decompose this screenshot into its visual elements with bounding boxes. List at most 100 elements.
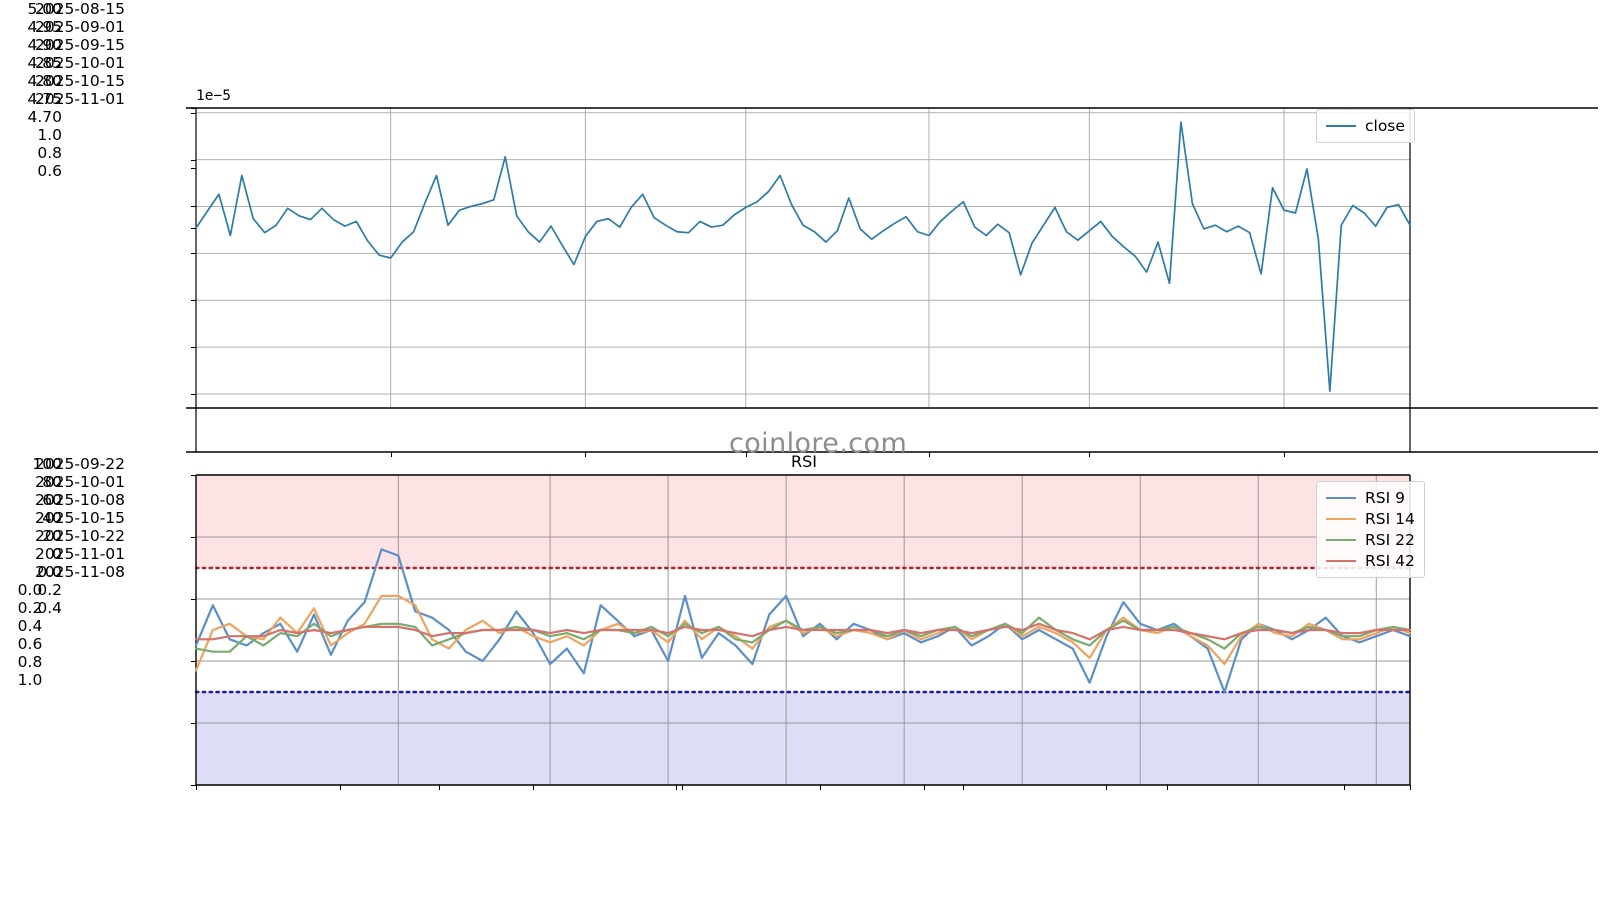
price-ytick-mark	[191, 159, 196, 161]
rsi-ytick-mark	[191, 599, 196, 600]
rsi-legend-item[interactable]: RSI 42	[1326, 550, 1415, 571]
rsi-x-axis-ticks: 2025-09-22 2025-10-01 2025-10-08 2025-10-15…	[0, 455, 1411, 790]
price-xtick-mark	[390, 452, 392, 457]
price-xtick-mark	[1284, 452, 1286, 457]
rsi-xtick-overlay-mark	[1167, 785, 1169, 790]
price-ytick-mark	[191, 253, 196, 255]
price-overlay-ytick-mark	[191, 228, 196, 229]
price-legend[interactable]: close	[1316, 109, 1415, 143]
rsi-overlay-ytick-mark	[191, 661, 196, 662]
rsi-overlay-ytick-label: 0.0	[37, 563, 62, 581]
price-xtick-label: 2025-11-01	[34, 90, 126, 108]
rsi-xtick-date-label: 2025-09-22	[34, 455, 126, 473]
rsi-xtick-date-label: 2025-10-15	[34, 509, 126, 527]
rsi-legend-item[interactable]: RSI 9	[1326, 487, 1415, 508]
rsi-legend-label: RSI 9	[1365, 488, 1405, 507]
price-xtick-mark	[585, 452, 587, 457]
price-overlay-ytick-label: 1.0	[37, 126, 62, 144]
price-xtick-mark	[1089, 452, 1091, 457]
legend-line-swatch	[1326, 124, 1356, 127]
rsi-xtick-overlay-mark	[681, 785, 683, 790]
rsi-xtick-mark	[1106, 785, 1107, 790]
rsi-ytick-mark	[191, 537, 196, 538]
legend-line-swatch	[1326, 559, 1356, 562]
rsi-legend-label: RSI 22	[1365, 530, 1415, 549]
price-ytick-label: 5.00	[27, 0, 62, 18]
price-xtick-mark	[928, 452, 930, 457]
price-ytick-mark	[191, 206, 196, 208]
rsi-ytick-label: 0	[52, 545, 62, 563]
rsi-xtick-overlay-mark	[924, 785, 926, 790]
rsi-y-axis-ticks: 100 80 60 40 20 0 0.0 0.2 0.4	[0, 455, 196, 786]
price-ytick-mark	[191, 393, 196, 395]
rsi-xtick-overlay-label: 0.8	[17, 653, 43, 671]
price-ytick-mark	[191, 112, 196, 114]
price-xtick-label: 2025-08-15	[34, 0, 126, 18]
price-y-offset-label: 1e−5	[196, 88, 231, 104]
price-overlay-ytick-label: 0.6	[37, 162, 62, 180]
rsi-xtick-date-label: 2025-10-22	[34, 527, 126, 545]
rsi-overlay-ytick-label: 0.4	[37, 599, 62, 617]
price-xtick-mark	[745, 452, 747, 457]
rsi-xtick-overlay-label: 0.6	[17, 635, 43, 653]
price-overlay-ytick-label: 0.8	[37, 144, 62, 162]
rsi-panel: 100 80 60 40 20 0 0.0 0.2 0.4 2025-09-22 2025-10-…	[0, 455, 1600, 900]
rsi-xtick-overlay-label: 0.4	[17, 617, 43, 635]
rsi-xtick-date-label: 2025-11-08	[34, 563, 126, 581]
price-legend-label: close	[1365, 116, 1405, 135]
price-xtick-label: 2025-09-01	[34, 18, 126, 36]
price-ytick-label: 4.70	[27, 108, 62, 126]
rsi-xtick-overlay-label: 0.0	[17, 581, 43, 599]
price-ytick-label: 4.95	[27, 18, 62, 36]
legend-line-swatch	[1326, 538, 1356, 541]
price-y-axis-ticks: 5.00 4.95 4.90 4.85 4.80 4.75 4.70 1.0 0.8 0.6	[0, 0, 196, 395]
price-ytick-mark	[191, 347, 196, 349]
price-plot-svg	[186, 107, 1598, 453]
rsi-xtick-mark	[676, 785, 677, 790]
rsi-overlay-ytick-mark	[191, 723, 196, 724]
rsi-ytick-label: 20	[42, 527, 62, 545]
price-ytick-label: 4.85	[27, 54, 62, 72]
rsi-legend-item[interactable]: RSI 14	[1326, 508, 1415, 529]
price-overlay-ytick-mark	[191, 168, 196, 169]
rsi-ytick-label: 100	[32, 455, 62, 473]
rsi-xtick-mark	[1344, 785, 1345, 790]
price-overlay-ytick-mark	[191, 108, 196, 109]
price-xtick-label: 2025-10-15	[34, 72, 126, 90]
rsi-overlay-ytick-mark	[191, 785, 196, 786]
price-ytick-label: 4.90	[27, 36, 62, 54]
rsi-ytick-label: 60	[42, 491, 62, 509]
legend-line-swatch	[1326, 496, 1356, 499]
rsi-xtick-date-label: 2025-10-08	[34, 491, 126, 509]
price-legend-item[interactable]: close	[1326, 115, 1405, 136]
rsi-xtick-overlay-mark	[196, 785, 197, 790]
rsi-xtick-mark	[533, 785, 534, 790]
price-x-axis-ticks: 2025-08-15 2025-09-01 2025-09-15 2025-10-01…	[0, 0, 1286, 457]
rsi-ytick-label: 80	[42, 473, 62, 491]
rsi-legend-label: RSI 14	[1365, 509, 1415, 528]
price-ytick-label: 4.80	[27, 72, 62, 90]
rsi-overlay-ytick-label: 0.2	[37, 581, 62, 599]
rsi-xtick-date-label: 2025-11-01	[34, 545, 126, 563]
rsi-xtick-mark	[820, 785, 821, 790]
rsi-xtick-date-label: 2025-10-01	[34, 473, 126, 491]
rsi-legend[interactable]: RSI 9 RSI 14 RSI 22 RSI 42	[1316, 481, 1425, 578]
rsi-ytick-mark	[191, 475, 196, 476]
rsi-legend-label: RSI 42	[1365, 551, 1415, 570]
rsi-xtick-overlay-mark	[1410, 785, 1411, 790]
price-xtick-label: 2025-09-15	[34, 36, 126, 54]
price-panel: 1e−5 5.00 4.95 4.90 4.85 4.80 4.75 4.70 1.0 0.8 0…	[0, 0, 1598, 457]
rsi-xtick-mark	[340, 785, 341, 790]
price-ytick-label: 4.75	[27, 90, 62, 108]
rsi-panel-title: RSI	[791, 452, 817, 471]
price-xtick-label: 2025-10-01	[34, 54, 126, 72]
watermark: coinlore.com	[729, 428, 908, 459]
rsi-plot-svg	[194, 474, 1412, 786]
rsi-xtick-overlay-mark	[438, 785, 440, 790]
rsi-legend-item[interactable]: RSI 22	[1326, 529, 1415, 550]
rsi-xtick-mark	[963, 785, 964, 790]
rsi-xtick-overlay-label: 1.0	[17, 671, 43, 689]
rsi-ytick-label: 40	[42, 509, 62, 527]
legend-line-swatch	[1326, 517, 1356, 520]
